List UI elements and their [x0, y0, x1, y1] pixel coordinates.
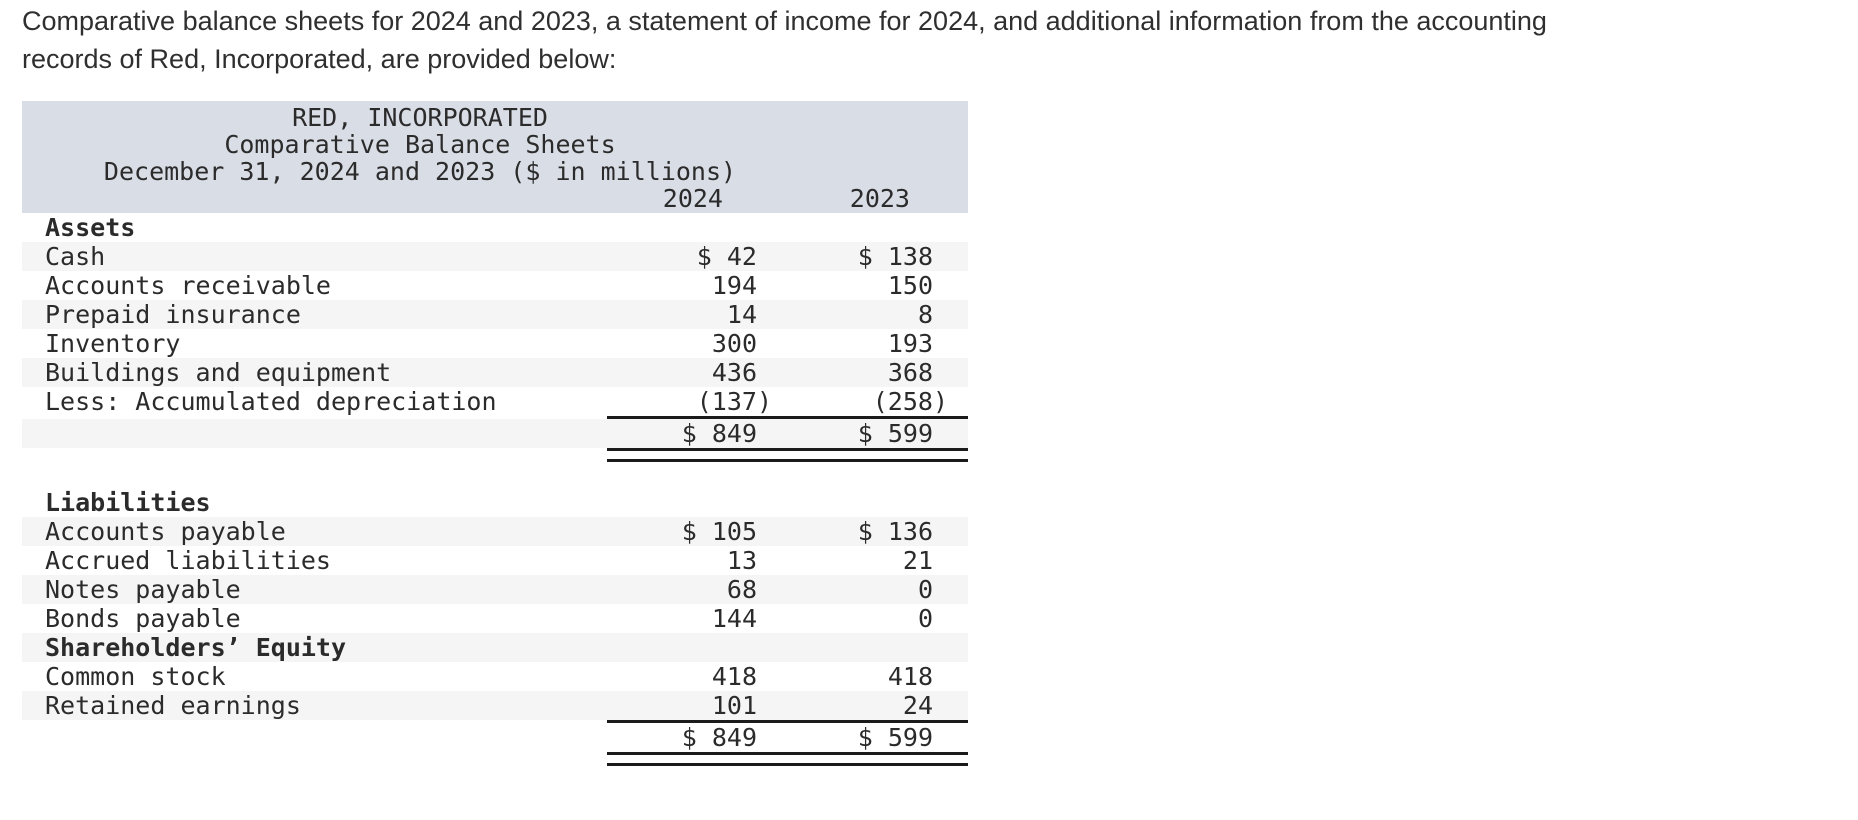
value-2023: 21 — [902, 546, 933, 575]
value-2024: $ 105 — [681, 517, 757, 546]
value-2023: 8 — [917, 300, 933, 329]
column-header-2024: 2024 — [662, 184, 723, 213]
table-row: Inventory 300 193 — [22, 329, 968, 358]
section-header-row: Liabilities — [22, 488, 968, 517]
value-2023: 193 — [887, 329, 933, 358]
column-header-2023: 2023 — [849, 184, 910, 213]
totals-rule-double — [607, 752, 968, 766]
value-2023: 24 — [902, 691, 933, 720]
value-2024: 68 — [726, 575, 757, 604]
totals-rule-single — [607, 720, 968, 723]
value-2023: 150 — [887, 271, 933, 300]
value-2024: 101 — [711, 691, 757, 720]
total-row: $ 849 $ 599 — [22, 419, 968, 448]
row-label: Shareholders’ Equity — [45, 633, 347, 662]
total-row: $ 849 $ 599 — [22, 723, 968, 752]
column-header-row: 2024 2023 — [22, 185, 968, 213]
table-row: Buildings and equipment 436 368 — [22, 358, 968, 387]
table-row: Prepaid insurance 14 8 — [22, 300, 968, 329]
table-row: Notes payable 68 0 — [22, 575, 968, 604]
totals-rule-double — [607, 448, 968, 462]
statement-title: Comparative Balance Sheets — [224, 130, 616, 159]
row-label: Retained earnings — [45, 691, 301, 720]
value-2024: 418 — [711, 662, 757, 691]
row-label — [45, 723, 607, 752]
value-2024: 194 — [711, 271, 757, 300]
row-label: Inventory — [45, 329, 181, 358]
section-header-row: Assets — [22, 213, 968, 242]
row-label: Buildings and equipment — [45, 358, 392, 387]
row-label: Prepaid insurance — [45, 300, 301, 329]
value-2024 — [607, 633, 757, 662]
value-2023: 0 — [917, 604, 933, 633]
value-2023: (258) — [872, 387, 948, 416]
value-2024: $ 42 — [696, 242, 757, 271]
value-2023: 0 — [917, 575, 933, 604]
table-row: Less: Accumulated depreciation (137) (258) — [22, 387, 968, 416]
row-label — [45, 419, 607, 448]
table-header: RED, INCORPORATED Comparative Balance Sh… — [22, 101, 968, 213]
row-label: Notes payable — [45, 575, 241, 604]
table-row: Retained earnings 101 24 — [22, 691, 968, 720]
row-label: Assets — [45, 213, 136, 242]
row-label: Liabilities — [45, 488, 211, 517]
value-2024 — [607, 213, 757, 242]
value-2023 — [757, 633, 933, 662]
table-row: Accrued liabilities 13 21 — [22, 546, 968, 575]
value-2024: $ 849 — [681, 419, 757, 448]
section-header-row: Shareholders’ Equity — [22, 633, 968, 662]
value-2023: $ 599 — [857, 723, 933, 752]
value-2023: $ 138 — [857, 242, 933, 271]
row-label: Less: Accumulated depreciation — [45, 387, 497, 416]
value-2024: 436 — [711, 358, 757, 387]
value-2023 — [757, 213, 933, 242]
table-body: Assets Cash $ 42 $ 138 Accounts receivable 19… — [22, 213, 968, 766]
value-2024: 300 — [711, 329, 757, 358]
row-label: Accrued liabilities — [45, 546, 331, 575]
row-label: Common stock — [45, 662, 226, 691]
value-2023: 368 — [887, 358, 933, 387]
value-2023: $ 599 — [857, 419, 933, 448]
table-title-block: RED, INCORPORATED Comparative Balance Sh… — [22, 104, 818, 185]
value-2024 — [607, 488, 757, 517]
balance-sheet-table: RED, INCORPORATED Comparative Balance Sh… — [22, 101, 968, 766]
value-2024: 14 — [726, 300, 757, 329]
value-2023: $ 136 — [857, 517, 933, 546]
row-label: Accounts receivable — [45, 271, 331, 300]
statement-period: December 31, 2024 and 2023 ($ in million… — [103, 157, 737, 186]
value-2023 — [757, 488, 933, 517]
value-2024: 144 — [711, 604, 757, 633]
table-row: Bonds payable 144 0 — [22, 604, 968, 633]
section-spacer — [22, 462, 968, 488]
row-label: Accounts payable — [45, 517, 286, 546]
value-2024: 13 — [726, 546, 757, 575]
row-label: Cash — [45, 242, 106, 271]
table-row: Accounts payable $ 105 $ 136 — [22, 517, 968, 546]
intro-text: Comparative balance sheets for 2024 and … — [22, 6, 1547, 74]
value-2024: (137) — [696, 387, 772, 416]
table-row: Cash $ 42 $ 138 — [22, 242, 968, 271]
table-row: Common stock 418 418 — [22, 662, 968, 691]
totals-rule-single — [607, 416, 968, 419]
table-row: Accounts receivable 194 150 — [22, 271, 968, 300]
company-name: RED, INCORPORATED — [292, 103, 548, 132]
value-2024: $ 849 — [681, 723, 757, 752]
value-2023: 418 — [887, 662, 933, 691]
row-label: Bonds payable — [45, 604, 241, 633]
